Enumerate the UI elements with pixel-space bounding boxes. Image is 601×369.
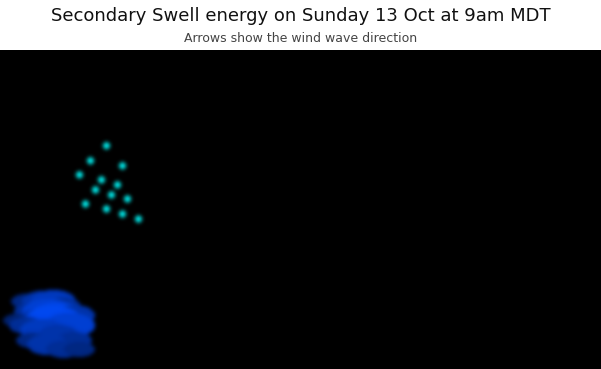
Text: Secondary Swell energy on Sunday 13 Oct at 9am MDT: Secondary Swell energy on Sunday 13 Oct …: [50, 7, 551, 25]
Text: Arrows show the wind wave direction: Arrows show the wind wave direction: [184, 32, 417, 45]
